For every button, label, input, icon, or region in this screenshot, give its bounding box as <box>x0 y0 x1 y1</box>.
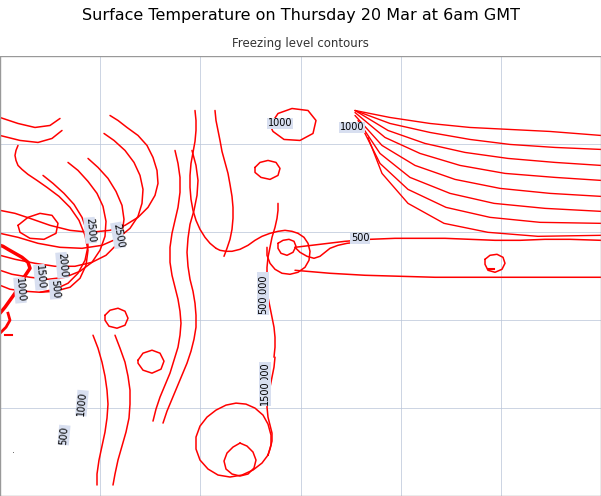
Text: 500: 500 <box>49 280 61 299</box>
Text: 500: 500 <box>258 296 268 314</box>
Text: 1000: 1000 <box>340 123 364 132</box>
Text: Surface Temperature on Thursday 20 Mar at 6am GMT: Surface Temperature on Thursday 20 Mar a… <box>82 8 519 23</box>
Text: 1000: 1000 <box>76 390 88 416</box>
Text: 1500: 1500 <box>260 381 270 405</box>
Text: 1500: 1500 <box>34 264 46 290</box>
Text: 2500: 2500 <box>111 222 125 248</box>
Text: .: . <box>12 445 15 455</box>
Text: Freezing level contours: Freezing level contours <box>232 37 369 50</box>
Text: 1000: 1000 <box>268 119 292 128</box>
Text: 500: 500 <box>351 233 369 244</box>
Text: 1000: 1000 <box>258 273 268 298</box>
Text: 2000: 2000 <box>260 363 270 387</box>
Text: 1000: 1000 <box>14 278 26 303</box>
Text: 500: 500 <box>58 426 70 445</box>
Text: 2000: 2000 <box>56 252 68 278</box>
Text: 2500: 2500 <box>84 218 96 243</box>
